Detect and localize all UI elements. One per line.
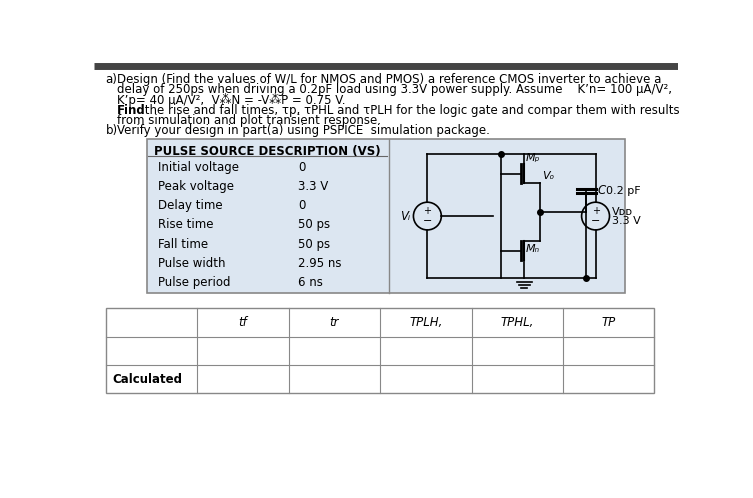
Text: TPLH,: TPLH, (409, 316, 443, 329)
Text: Pulse period: Pulse period (158, 276, 231, 289)
Text: PULSE SOURCE DESCRIPTION (VS): PULSE SOURCE DESCRIPTION (VS) (154, 145, 381, 158)
Text: Mₚ: Mₚ (526, 153, 540, 163)
Text: K’p= 40 μA/V²,  V⁂N = -V⁂P = 0.75 V.: K’p= 40 μA/V², V⁂N = -V⁂P = 0.75 V. (117, 93, 346, 107)
Text: Design (Find the values of W/L for NMOS and PMOS) a reference CMOS inverter to a: Design (Find the values of W/L for NMOS … (117, 73, 662, 86)
Text: Peak voltage: Peak voltage (158, 180, 234, 193)
Text: TPHL,: TPHL, (501, 316, 534, 329)
Text: b): b) (105, 124, 118, 136)
Text: 2.95 ns: 2.95 ns (298, 257, 341, 270)
Text: 3.3 V: 3.3 V (612, 216, 641, 226)
Text: −: − (422, 217, 432, 227)
Text: C: C (598, 184, 606, 197)
Text: Mₙ: Mₙ (526, 244, 540, 254)
Text: TP: TP (602, 316, 616, 329)
Text: Vᵢ: Vᵢ (400, 210, 410, 223)
Text: Find: Find (117, 105, 146, 118)
Text: −: − (591, 217, 600, 227)
Text: Vₒ: Vₒ (542, 171, 554, 181)
Text: from simulation and plot transient response.: from simulation and plot transient respo… (117, 115, 381, 127)
Text: tf: tf (239, 316, 247, 329)
Text: 0.2 pF: 0.2 pF (605, 186, 640, 196)
Text: Fall time: Fall time (158, 238, 209, 250)
Text: +: + (592, 206, 599, 216)
Text: the rise and fall times, τp, τPHL and τPLH for the logic gate and compar them wi: the rise and fall times, τp, τPHL and τP… (141, 105, 679, 118)
Text: Verify your design in part(a) using PSPICE  simulation package.: Verify your design in part(a) using PSPI… (117, 124, 490, 136)
Text: 50 ps: 50 ps (298, 238, 330, 250)
Text: 0: 0 (298, 161, 305, 174)
Text: 6 ns: 6 ns (298, 276, 323, 289)
Text: +: + (423, 206, 431, 216)
Text: Vᴅᴅ: Vᴅᴅ (612, 207, 633, 217)
Text: a): a) (105, 73, 117, 86)
Bar (147, 139, 625, 293)
Text: Calculated: Calculated (112, 373, 182, 386)
Text: Delay time: Delay time (158, 199, 223, 212)
Text: Pulse width: Pulse width (158, 257, 226, 270)
Text: 50 ps: 50 ps (298, 219, 330, 232)
Text: 0: 0 (298, 199, 305, 212)
Text: 3.3 V: 3.3 V (298, 180, 328, 193)
Bar (105, 308, 654, 393)
Text: delay of 250ps when driving a 0.2pF load using 3.3V power supply. Assume    K’n=: delay of 250ps when driving a 0.2pF load… (117, 83, 672, 96)
Text: Initial voltage: Initial voltage (158, 161, 239, 174)
Text: Rise time: Rise time (158, 219, 214, 232)
Text: tr: tr (330, 316, 339, 329)
